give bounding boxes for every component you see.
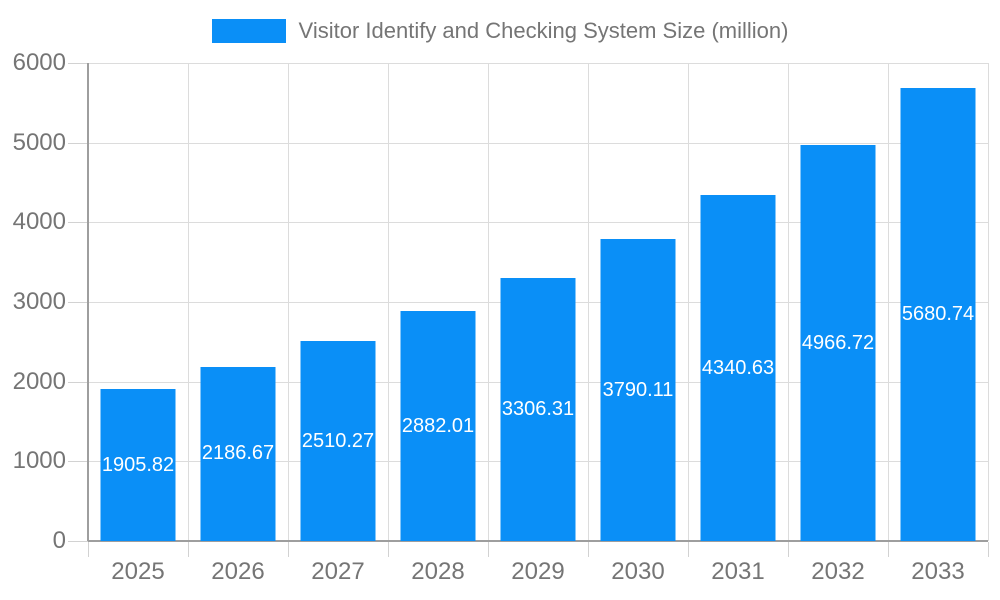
plot-area: 1905.82 2186.67 2510.27 2882.01 3306.31 3790.… — [68, 63, 989, 557]
bar-value-label: 2510.27 — [301, 429, 375, 452]
bar-value-label: 4340.63 — [701, 356, 775, 379]
bar-cell: 1905.82 — [88, 63, 188, 541]
y-axis-tick — [68, 63, 88, 64]
x-axis-tick-label: 2027 — [311, 558, 365, 585]
bar-2031[interactable]: 4340.63 — [700, 195, 776, 541]
x-axis-tick — [888, 542, 889, 557]
bar-value-label: 4966.72 — [801, 331, 875, 354]
x-axis-tick — [788, 542, 789, 557]
y-axis-tick-label: 6000 — [12, 49, 66, 76]
y-axis-tick — [68, 222, 88, 224]
x-axis-tick — [488, 542, 489, 557]
x-axis-tick-label: 2031 — [711, 558, 765, 585]
y-axis-labels: 0 1000 2000 3000 4000 5000 6000 — [0, 49, 66, 554]
bar-2026[interactable]: 2186.67 — [200, 366, 276, 541]
gridline-horizontal — [88, 63, 988, 64]
bar-cell: 5680.74 — [888, 63, 988, 541]
y-axis-line — [87, 63, 89, 541]
gridline-horizontal — [88, 142, 988, 144]
bar-cell: 4966.72 — [788, 63, 888, 541]
bar-value-label: 2882.01 — [401, 414, 475, 437]
x-axis-tick — [988, 542, 989, 557]
x-axis-labels: 2025 2026 2027 2028 2029 2030 2031 2032 2033 — [88, 558, 988, 594]
y-axis-tick-label: 1000 — [12, 447, 66, 475]
y-axis-tick — [68, 381, 88, 383]
gridline-vertical — [288, 63, 289, 541]
legend-label: Visitor Identify and Checking System Siz… — [298, 18, 789, 43]
x-axis-line — [88, 540, 988, 542]
y-axis-tick-label: 4000 — [12, 208, 66, 236]
gridline-vertical — [488, 63, 489, 541]
bar-cell: 2510.27 — [288, 63, 388, 541]
x-axis-tick — [588, 542, 589, 557]
gridline-horizontal — [88, 222, 988, 224]
x-axis-tick-label: 2028 — [411, 558, 465, 585]
bar-2032[interactable]: 4966.72 — [800, 145, 876, 541]
bar-cell: 4340.63 — [688, 63, 788, 541]
gridline-vertical — [788, 63, 789, 541]
x-axis-tick — [188, 542, 189, 557]
bar-2028[interactable]: 2882.01 — [400, 311, 476, 541]
bar-2025[interactable]: 1905.82 — [100, 389, 176, 541]
y-axis-tick-label: 2000 — [12, 367, 66, 395]
bar-cell: 3790.11 — [588, 63, 688, 541]
gridline-vertical — [387, 63, 389, 541]
bar-value-label: 3306.31 — [501, 397, 575, 420]
bar-value-label: 2186.67 — [201, 442, 275, 465]
gridline-vertical — [588, 63, 589, 541]
bar-2030[interactable]: 3790.11 — [600, 239, 676, 541]
bar-value-label: 1905.82 — [101, 453, 175, 476]
x-axis-tick — [88, 542, 89, 557]
y-axis-tick-label: 0 — [52, 527, 66, 554]
x-axis-tick-label: 2032 — [811, 558, 865, 585]
x-axis-tick — [687, 542, 689, 557]
bar-2033[interactable]: 5680.74 — [900, 88, 976, 541]
bar-2027[interactable]: 2510.27 — [300, 341, 376, 541]
x-axis-tick-label: 2026 — [211, 558, 265, 585]
bar-2029[interactable]: 3306.31 — [500, 277, 576, 541]
x-axis-tick-label: 2029 — [511, 558, 565, 585]
legend[interactable]: Visitor Identify and Checking System Siz… — [0, 18, 1000, 44]
bar-value-label: 3790.11 — [602, 378, 674, 401]
gridline-vertical — [988, 63, 989, 541]
x-axis-tick — [387, 542, 389, 557]
x-axis-tick-label: 2025 — [111, 558, 165, 585]
gridline-vertical — [687, 63, 689, 541]
y-axis-tick — [68, 142, 88, 144]
y-axis-tick-label: 3000 — [12, 288, 66, 315]
bar-cell: 2882.01 — [388, 63, 488, 541]
legend-swatch[interactable] — [211, 19, 286, 43]
bar-cell: 2186.67 — [188, 63, 288, 541]
x-axis-tick-label: 2030 — [611, 558, 665, 585]
y-axis-tick-label: 5000 — [12, 128, 66, 156]
x-axis-tick-label: 2033 — [911, 558, 965, 585]
bar-value-label: 5680.74 — [901, 303, 975, 326]
y-axis-tick — [68, 302, 88, 303]
y-axis-tick — [68, 461, 88, 463]
y-axis-tick — [68, 541, 88, 542]
bar-cell: 3306.31 — [488, 63, 588, 541]
gridline-vertical — [888, 63, 889, 541]
x-axis-tick — [288, 542, 289, 557]
gridline-vertical — [188, 63, 189, 541]
